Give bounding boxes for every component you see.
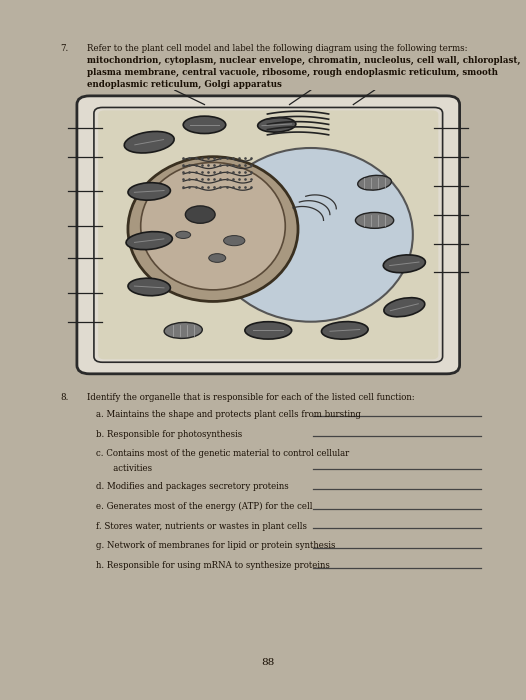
Text: plasma membrane, central vacuole, ribosome, rough endoplasmic reticulum, smooth: plasma membrane, central vacuole, riboso…	[87, 68, 498, 77]
Ellipse shape	[383, 255, 426, 273]
Ellipse shape	[384, 298, 425, 317]
Ellipse shape	[176, 231, 190, 239]
Ellipse shape	[358, 175, 391, 190]
Text: b. Responsible for photosynthesis: b. Responsible for photosynthesis	[96, 430, 242, 439]
Text: endoplasmic reticulum, Golgi apparatus: endoplasmic reticulum, Golgi apparatus	[87, 80, 282, 89]
Ellipse shape	[164, 323, 203, 338]
Text: f. Stores water, nutrients or wastes in plant cells: f. Stores water, nutrients or wastes in …	[96, 522, 307, 531]
Ellipse shape	[128, 183, 170, 200]
Text: h. Responsible for using mRNA to synthesize proteins: h. Responsible for using mRNA to synthes…	[96, 561, 330, 570]
FancyBboxPatch shape	[77, 96, 460, 374]
Ellipse shape	[128, 278, 170, 295]
Text: 7.: 7.	[60, 44, 68, 53]
Text: Identify the organelle that is responsible for each of the listed cell function:: Identify the organelle that is responsib…	[87, 393, 415, 402]
Ellipse shape	[321, 321, 368, 340]
Ellipse shape	[124, 132, 174, 153]
Ellipse shape	[356, 212, 393, 228]
Ellipse shape	[128, 157, 298, 302]
Text: g. Network of membranes for lipid or protein synthesis: g. Network of membranes for lipid or pro…	[96, 542, 336, 550]
Text: activities: activities	[105, 464, 153, 473]
FancyBboxPatch shape	[98, 111, 438, 359]
Ellipse shape	[183, 116, 226, 134]
Text: 8.: 8.	[60, 393, 68, 402]
Ellipse shape	[224, 236, 245, 246]
Ellipse shape	[209, 253, 226, 262]
Ellipse shape	[185, 206, 215, 223]
Text: 88: 88	[261, 658, 275, 667]
Ellipse shape	[258, 118, 296, 132]
Ellipse shape	[209, 148, 413, 322]
Ellipse shape	[245, 322, 291, 339]
Text: a. Maintains the shape and protects plant cells from bursting: a. Maintains the shape and protects plan…	[96, 410, 361, 419]
Text: Refer to the plant cell model and label the following diagram using the followin: Refer to the plant cell model and label …	[87, 44, 468, 53]
Text: e. Generates most of the energy (ATP) for the cell: e. Generates most of the energy (ATP) fo…	[96, 502, 313, 511]
Ellipse shape	[126, 232, 173, 250]
Text: mitochondrion, cytoplasm, nuclear envelope, chromatin, nucleolus, cell wall, chl: mitochondrion, cytoplasm, nuclear envelo…	[87, 56, 521, 65]
Ellipse shape	[140, 162, 285, 290]
Text: c. Contains most of the genetic material to control cellular: c. Contains most of the genetic material…	[96, 449, 350, 459]
Text: d. Modifies and packages secretory proteins: d. Modifies and packages secretory prote…	[96, 482, 289, 491]
